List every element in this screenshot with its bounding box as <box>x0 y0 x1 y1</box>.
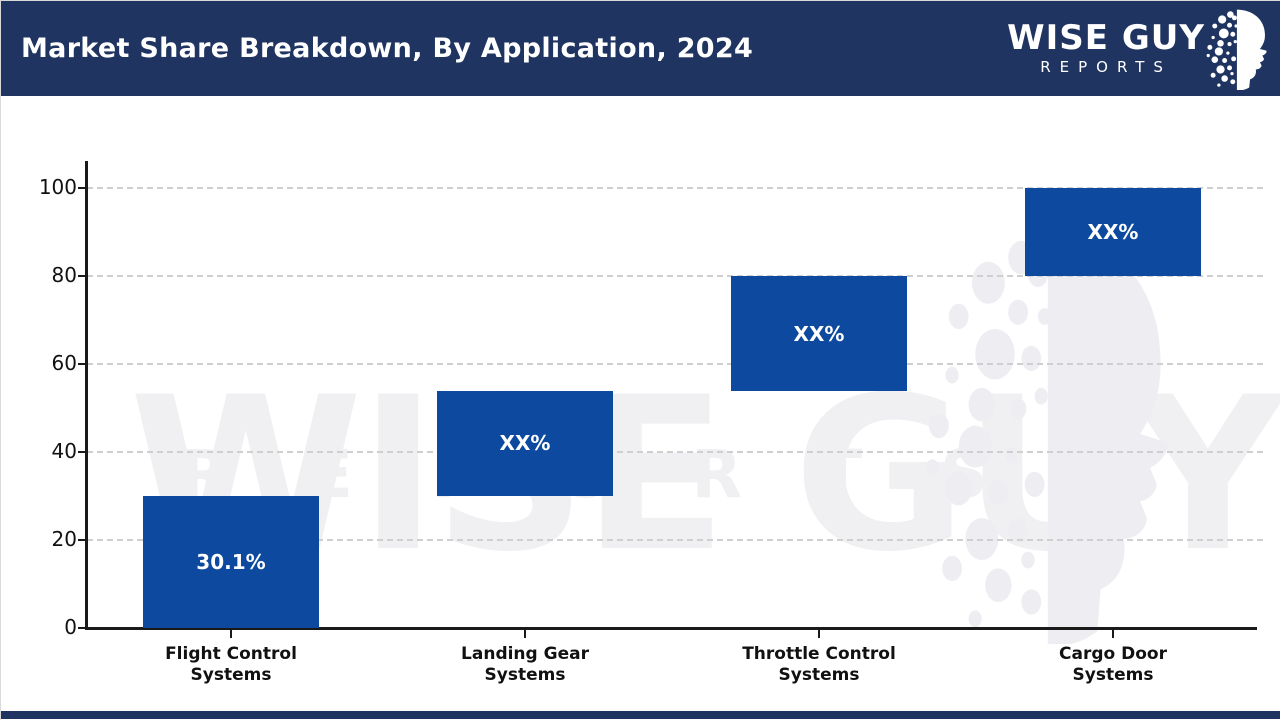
bar: XX% <box>1025 188 1201 276</box>
bar-value-label: XX% <box>1087 220 1139 244</box>
y-tick-mark <box>78 451 86 453</box>
y-tick-label: 20 <box>51 527 77 551</box>
watermark-head-profile-icon <box>925 232 1168 644</box>
gridline <box>87 275 1263 277</box>
x-tick-mark <box>230 630 232 638</box>
y-tick-mark <box>78 187 86 189</box>
y-tick-mark <box>78 627 86 629</box>
brand-name: WISE GUY <box>1007 18 1205 58</box>
bar: XX% <box>731 276 907 392</box>
brand-logo: WISE GUY REPORTS <box>1007 1 1273 96</box>
gridline <box>87 187 1263 189</box>
y-tick-label: 80 <box>51 263 77 287</box>
y-tick-mark <box>78 275 86 277</box>
y-tick-label: 40 <box>51 439 77 463</box>
x-axis-line <box>85 627 1257 630</box>
bar: XX% <box>437 391 613 496</box>
y-tick-mark <box>78 539 86 541</box>
chart-area: WISE GUY REPORTS 0 20 40 60 80 100 30.1% Flight… <box>1 96 1280 721</box>
y-tick-label: 0 <box>64 615 77 639</box>
bar: 30.1% <box>143 495 319 628</box>
gridline <box>87 539 1263 541</box>
x-tick-mark <box>818 630 820 638</box>
gridline <box>87 363 1263 365</box>
y-tick-mark <box>78 363 86 365</box>
head-profile-icon <box>1206 9 1267 90</box>
x-category-label: Landing Gear Systems <box>461 644 589 685</box>
bar-value-label: XX% <box>793 321 845 346</box>
x-category-label: Flight Control Systems <box>165 644 297 685</box>
page-title: Market Share Breakdown, By Application, … <box>21 33 754 64</box>
header-bar: Market Share Breakdown, By Application, … <box>1 1 1280 96</box>
x-tick-mark <box>524 630 526 638</box>
bar-value-label: 30.1% <box>196 549 266 574</box>
footer-bar <box>1 711 1280 719</box>
y-tick-label: 100 <box>38 175 77 199</box>
brand-logo-text: WISE GUY REPORTS <box>1007 21 1205 76</box>
x-category-label: Cargo Door Systems <box>1059 644 1167 685</box>
y-axis-line <box>85 161 88 630</box>
bar-value-label: XX% <box>499 431 551 456</box>
y-tick-label: 60 <box>51 351 77 375</box>
brand-subname: REPORTS <box>1040 58 1172 76</box>
x-category-label: Throttle Control Systems <box>742 644 896 685</box>
x-tick-mark <box>1112 630 1114 638</box>
gridline <box>87 451 1263 453</box>
